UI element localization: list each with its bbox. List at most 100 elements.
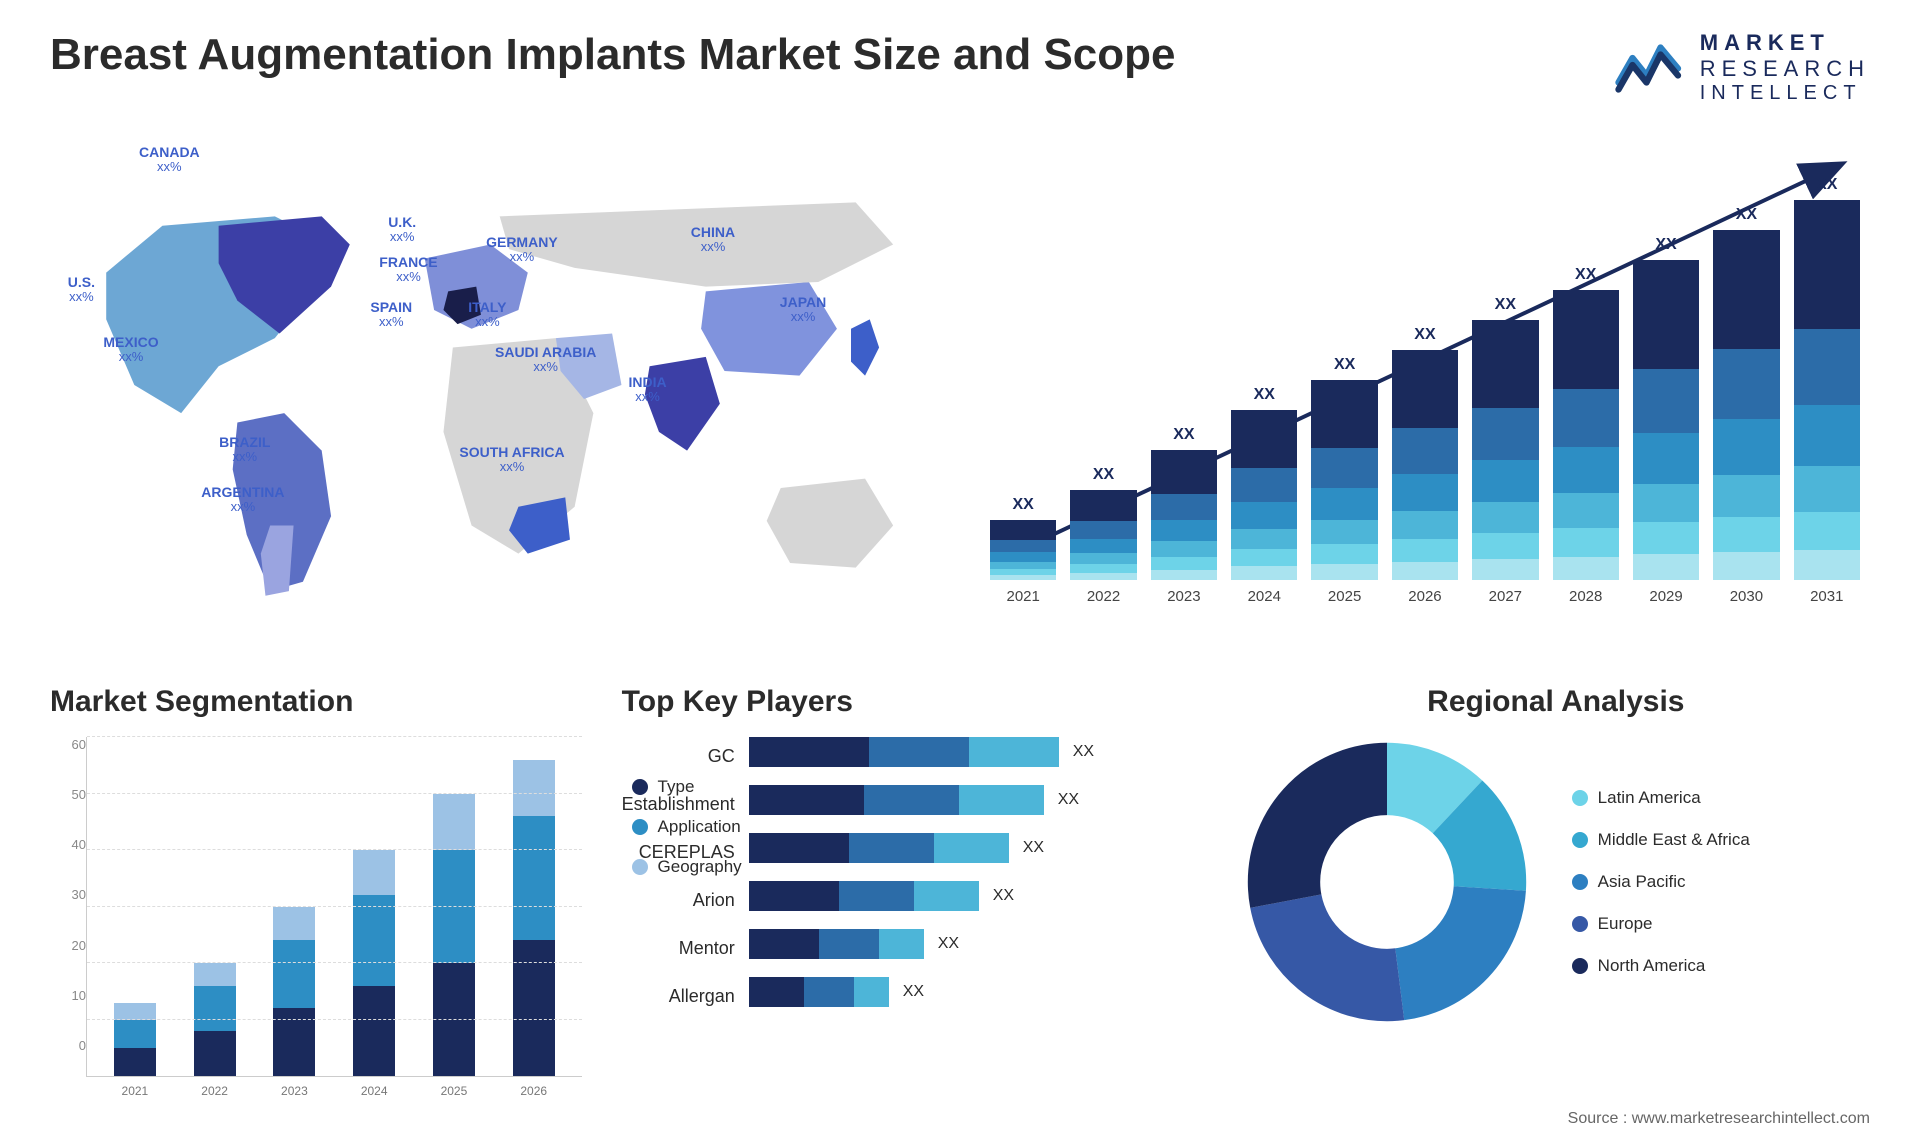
forecast-bar-2024: XX2024: [1231, 386, 1297, 605]
seg-ytick: 0: [79, 1038, 86, 1053]
seg-bar-2022: 2022: [194, 963, 236, 1076]
seg-year-label: 2025: [441, 1084, 468, 1098]
header: Breast Augmentation Implants Market Size…: [50, 30, 1870, 105]
legend-dot-icon: [1572, 874, 1588, 890]
kp-value-label: XX: [1073, 743, 1094, 761]
page-title: Breast Augmentation Implants Market Size…: [50, 30, 1176, 80]
kp-label: Arion: [693, 885, 735, 915]
kp-row-establishment: XX: [749, 785, 1202, 815]
donut-chart: [1242, 737, 1532, 1027]
seg-legend-item: Geography: [632, 857, 742, 877]
legend-label: Geography: [658, 857, 742, 877]
legend-label: Middle East & Africa: [1598, 830, 1750, 850]
map-label-u-k-: U.K.xx%: [388, 215, 416, 245]
segmentation-panel: Market Segmentation 6050403020100 202120…: [50, 685, 582, 1077]
map-label-u-s-: U.S.xx%: [68, 275, 95, 305]
forecast-year-label: 2031: [1810, 588, 1843, 605]
seg-year-label: 2024: [361, 1084, 388, 1098]
forecast-bar-2031: XX 2031: [1794, 176, 1860, 605]
forecast-year-label: 2022: [1087, 588, 1120, 605]
legend-dot-icon: [1572, 832, 1588, 848]
map-label-spain: SPAINxx%: [370, 300, 412, 330]
forecast-bar-label: XX: [1816, 176, 1837, 194]
seg-year-label: 2021: [122, 1084, 149, 1098]
regional-title: Regional Analysis: [1242, 685, 1870, 719]
seg-ytick: 10: [72, 988, 86, 1003]
forecast-bar-2021: XX2021: [990, 496, 1056, 605]
map-label-germany: GERMANYxx%: [486, 235, 558, 265]
map-label-canada: CANADAxx%: [139, 145, 200, 175]
map-region-australia: [767, 479, 893, 568]
logo-icon: [1614, 37, 1686, 98]
kp-value-label: XX: [938, 935, 959, 953]
forecast-bar-label: XX: [1414, 326, 1435, 344]
seg-bar-2026: 2026: [513, 760, 555, 1076]
map-label-mexico: MEXICOxx%: [103, 335, 158, 365]
legend-label: Application: [658, 817, 741, 837]
legend-label: North America: [1598, 956, 1706, 976]
kp-row-arion: XX: [749, 881, 1202, 911]
regional-panel: Regional Analysis Latin America Middle Ea…: [1242, 685, 1870, 1077]
brand-logo: MARKET RESEARCH INTELLECT: [1614, 30, 1870, 105]
seg-ytick: 60: [72, 737, 86, 752]
map-label-brazil: BRAZILxx%: [219, 435, 270, 465]
kp-row-cereplas: XX: [749, 833, 1202, 863]
map-label-china: CHINAxx%: [691, 225, 735, 255]
kp-value-label: XX: [1058, 791, 1079, 809]
legend-dot-icon: [1572, 958, 1588, 974]
forecast-bar-label: XX: [1093, 466, 1114, 484]
seg-ytick: 50: [72, 787, 86, 802]
seg-legend-item: Application: [632, 817, 742, 837]
regional-legend-item: Middle East & Africa: [1572, 830, 1750, 850]
forecast-bar-2023: XX 2023: [1151, 426, 1217, 605]
regional-legend-item: Asia Pacific: [1572, 872, 1750, 892]
forecast-bar-label: XX: [1736, 206, 1757, 224]
forecast-bar-label: XX: [1655, 236, 1676, 254]
legend-label: Type: [658, 777, 695, 797]
legend-label: Latin America: [1598, 788, 1701, 808]
forecast-year-label: 2030: [1730, 588, 1763, 605]
map-label-south-africa: SOUTH AFRICAxx%: [459, 445, 564, 475]
legend-label: Asia Pacific: [1598, 872, 1686, 892]
key-players-panel: Top Key Players GCEstablishmentCEREPLASA…: [622, 685, 1202, 1077]
forecast-bar-label: XX: [1334, 356, 1355, 374]
forecast-year-label: 2029: [1649, 588, 1682, 605]
kp-row-gc: XX: [749, 737, 1202, 767]
regional-legend-item: North America: [1572, 956, 1750, 976]
seg-ytick: 40: [72, 837, 86, 852]
kp-value-label: XX: [993, 887, 1014, 905]
forecast-bar-label: XX: [1495, 296, 1516, 314]
legend-label: Europe: [1598, 914, 1653, 934]
top-row: CANADAxx%U.S.xx%MEXICOxx%BRAZILxx%ARGENT…: [50, 135, 1870, 635]
kp-label: GC: [708, 741, 735, 771]
seg-bar-2021: 2021: [114, 1003, 156, 1076]
forecast-year-label: 2027: [1489, 588, 1522, 605]
world-map: CANADAxx%U.S.xx%MEXICOxx%BRAZILxx%ARGENT…: [50, 135, 940, 635]
forecast-bar-label: XX: [1173, 426, 1194, 444]
segmentation-chart: 6050403020100 202120222023202420252026 T…: [50, 737, 582, 1077]
forecast-year-label: 2021: [1006, 588, 1039, 605]
legend-dot-icon: [632, 779, 648, 795]
map-region-japan: [851, 319, 879, 375]
forecast-year-label: 2023: [1167, 588, 1200, 605]
map-label-saudi-arabia: SAUDI ARABIAxx%: [495, 345, 596, 375]
forecast-year-label: 2025: [1328, 588, 1361, 605]
seg-legend-item: Type: [632, 777, 742, 797]
map-label-india: INDIAxx%: [629, 375, 667, 405]
segmentation-title: Market Segmentation: [50, 685, 582, 719]
key-players-title: Top Key Players: [622, 685, 1202, 719]
kp-label: Allergan: [669, 981, 735, 1011]
kp-value-label: XX: [903, 983, 924, 1001]
seg-bar-2025: 2025: [433, 794, 475, 1077]
map-label-italy: ITALYxx%: [468, 300, 506, 330]
forecast-year-label: 2028: [1569, 588, 1602, 605]
regional-legend-item: Europe: [1572, 914, 1750, 934]
forecast-year-label: 2024: [1248, 588, 1281, 605]
seg-year-label: 2023: [281, 1084, 308, 1098]
forecast-chart: XX2021XX2022XX2023XX2024XX2025XX2026XX20…: [980, 135, 1870, 635]
legend-dot-icon: [1572, 916, 1588, 932]
seg-year-label: 2022: [201, 1084, 228, 1098]
logo-text: MARKET RESEARCH INTELLECT: [1700, 30, 1870, 105]
seg-ytick: 30: [72, 887, 86, 902]
kp-label: Mentor: [679, 933, 735, 963]
